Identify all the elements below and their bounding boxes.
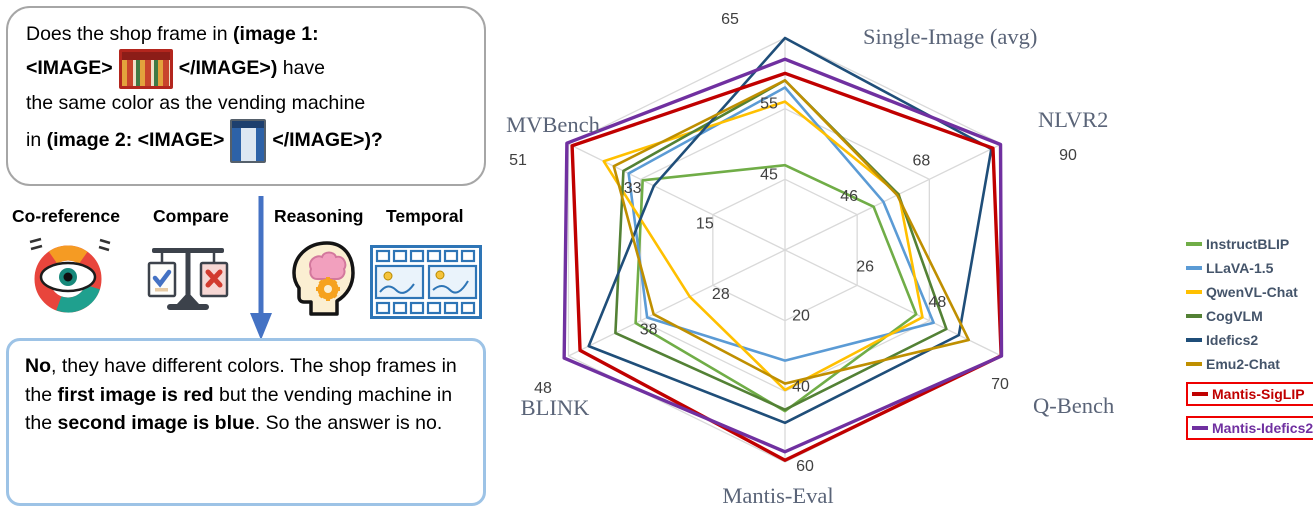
- legend-label: Emu2-Chat: [1206, 356, 1280, 372]
- axis-tick-label: 90: [1059, 147, 1077, 164]
- question-line: in (image 2: <IMAGE> </IMAGE>)?: [26, 118, 466, 163]
- category-label-reasoning: Reasoning: [274, 206, 364, 226]
- axis-tick-label: 38: [640, 322, 658, 339]
- legend-swatch: [1186, 290, 1202, 294]
- axis-tick-label: 51: [509, 152, 527, 169]
- legend: InstructBLIP LLaVA-1.5 QwenVL-Chat CogVLM Id…: [1186, 236, 1313, 440]
- legend-swatch: [1186, 266, 1202, 270]
- question-line: the same color as the vending machine: [26, 92, 366, 115]
- axis-tick-label: 48: [534, 380, 552, 397]
- axis-tick-label: 48: [928, 294, 946, 311]
- legend-item-mantis-idefics2: Mantis-Idefics2: [1186, 416, 1313, 440]
- question-box: Does the shop frame in (image 1: <IMAGE>…: [6, 6, 486, 186]
- axis-tick-label: 15: [696, 216, 714, 233]
- axis-label-nlvr2: NLVR2: [1038, 107, 1108, 132]
- radar-chart: 45 55 65 46 68 90 26 48 70 20 40 60 28 38 48 15 33 51 Sing…: [506, 11, 1114, 508]
- axis-tick-label: 68: [912, 152, 930, 169]
- legend-swatch: [1186, 314, 1202, 318]
- legend-label: Idefics2: [1206, 332, 1259, 348]
- legend-item-llava-1-5: LLaVA-1.5: [1186, 260, 1313, 276]
- legend-item-idefics2: Idefics2: [1186, 332, 1313, 348]
- legend-item-mantis-siglip: Mantis-SigLIP: [1186, 382, 1313, 406]
- radar-series-cogvlm: [614, 79, 948, 412]
- category-label-co-reference: Co-reference: [12, 206, 120, 226]
- category-label-temporal: Temporal: [386, 206, 464, 226]
- legend-item-cogvlm: CogVLM: [1186, 308, 1313, 324]
- category-label-compare: Compare: [153, 206, 229, 226]
- legend-swatch: [1186, 242, 1202, 246]
- legend-label: Mantis-SigLIP: [1212, 386, 1305, 402]
- co-reference-icon: [29, 237, 111, 313]
- radar-axis-spoke: [568, 249, 786, 357]
- axis-label-mantis-eval: Mantis-Eval: [722, 483, 833, 508]
- answer-text: No, they have different colors. The shop…: [25, 355, 457, 435]
- axis-tick-label: 26: [856, 258, 874, 275]
- vending-machine-thumbnail: [230, 118, 267, 163]
- axis-label-q-bench: Q-Bench: [1033, 393, 1114, 418]
- radar-series-emu2-chat: [612, 79, 971, 385]
- legend-label: LLaVA-1.5: [1206, 260, 1274, 276]
- radar-series-qwenvl-chat: [602, 100, 924, 392]
- reasoning-icon: [292, 241, 355, 316]
- question-line: Does the shop frame in (image 1:: [26, 23, 319, 45]
- compare-icon: [147, 248, 229, 310]
- axis-tick-label: 65: [721, 11, 739, 28]
- legend-label: CogVLM: [1206, 308, 1263, 324]
- axis-tick-label: 55: [760, 96, 778, 113]
- axis-tick-label: 28: [712, 286, 730, 303]
- axis-label-single-image-avg-: Single-Image (avg): [863, 24, 1037, 49]
- question-line: <IMAGE> </IMAGE>) have: [26, 49, 466, 90]
- legend-label: InstructBLIP: [1206, 236, 1290, 252]
- radar-series-instructblip: [634, 163, 918, 413]
- radar-axis-spoke: [784, 249, 1002, 357]
- legend-swatch: [1186, 338, 1202, 342]
- answer-box: No, they have different colors. The shop…: [6, 338, 486, 506]
- axis-tick-label: 20: [792, 308, 810, 325]
- axis-tick-label: 60: [796, 458, 814, 475]
- legend-swatch: [1192, 392, 1208, 396]
- temporal-icon: [370, 245, 482, 319]
- axis-label-blink: BLINK: [521, 395, 590, 420]
- radar-axis-spoke: [784, 143, 1002, 251]
- legend-label: QwenVL-Chat: [1206, 284, 1298, 300]
- legend-label: Mantis-Idefics2: [1212, 420, 1313, 436]
- legend-item-instructblip: InstructBLIP: [1186, 236, 1313, 252]
- radar-series-mantis-siglip: [570, 71, 1003, 462]
- axis-tick-label: 33: [624, 180, 642, 197]
- axis-tick-label: 40: [792, 378, 810, 395]
- legend-item-emu2-chat: Emu2-Chat: [1186, 356, 1313, 372]
- legend-swatch: [1186, 362, 1202, 366]
- axis-label-mvbench: MVBench: [506, 112, 600, 137]
- radar-series-mantis-idefics2: [562, 57, 1004, 454]
- legend-item-qwenvl-chat: QwenVL-Chat: [1186, 284, 1313, 300]
- axis-tick-label: 46: [840, 188, 858, 205]
- radar-chart-panel: 45 55 65 46 68 90 26 48 70 20 40 60 28 38 48 15 33 51 Sing…: [493, 0, 1193, 518]
- flow-arrow-down: [250, 196, 272, 340]
- legend-swatch: [1192, 426, 1208, 430]
- axis-tick-label: 45: [760, 166, 778, 183]
- shop-image-thumbnail: [118, 49, 173, 90]
- axis-tick-label: 70: [991, 376, 1009, 393]
- radar-series-llava-1-5: [627, 86, 935, 362]
